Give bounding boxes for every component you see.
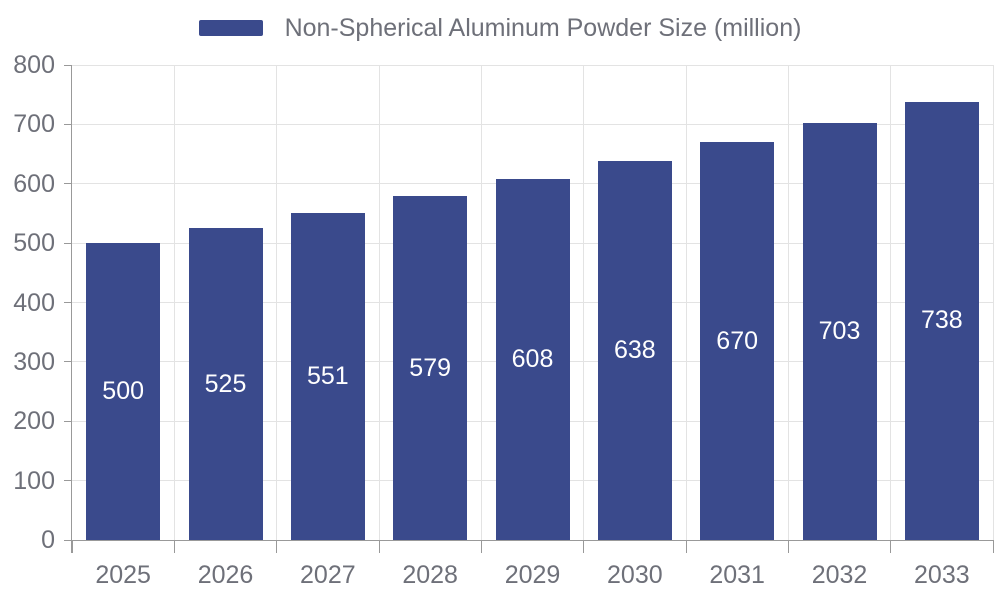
legend-label: Non-Spherical Aluminum Powder Size (mill… [284, 14, 802, 42]
y-tick-label: 600 [13, 169, 55, 198]
y-axis-tick [64, 480, 72, 482]
x-gridline [992, 65, 994, 540]
bar-value-label: 608 [511, 345, 554, 373]
y-axis-tick [64, 242, 72, 244]
bar-value-label: 500 [102, 377, 145, 406]
x-axis-label: 2032 [811, 561, 868, 589]
bar[interactable]: 638 [597, 161, 672, 540]
bar[interactable]: 579 [393, 196, 468, 540]
x-axis-tick [992, 540, 994, 553]
bar-value-label: 738 [920, 306, 963, 335]
x-axis-label: 2030 [607, 561, 663, 589]
x-gridline [583, 65, 585, 540]
x-axis-line [72, 539, 993, 541]
y-tick-label: 800 [13, 51, 55, 79]
bar[interactable]: 525 [188, 228, 263, 540]
x-axis-tick [685, 540, 687, 553]
legend-item[interactable]: Non-Spherical Aluminum Powder Size (mill… [0, 11, 1000, 45]
y-axis-line [71, 65, 72, 553]
bar[interactable]: 738 [904, 101, 979, 540]
y-axis-tick [64, 302, 72, 303]
x-axis-tick [71, 540, 73, 553]
x-gridline [480, 65, 482, 540]
x-gridline [173, 65, 175, 540]
y-axis-tick [64, 183, 72, 185]
x-axis-label: 2027 [300, 561, 356, 589]
bar-value-label: 638 [613, 336, 656, 365]
x-axis-tick [583, 540, 585, 553]
x-axis-label: 2033 [914, 561, 970, 589]
y-axis-tick [64, 361, 72, 363]
x-axis-label: 2026 [197, 561, 254, 589]
x-axis-label: 2028 [402, 561, 458, 589]
x-axis-label: 2025 [95, 561, 151, 589]
x-axis-tick [378, 540, 380, 553]
y-axis-tick [64, 64, 72, 66]
x-axis-tick [173, 540, 175, 553]
y-tick-label: 300 [13, 347, 55, 376]
x-axis-tick [890, 540, 892, 553]
legend-swatch-icon [198, 20, 263, 36]
bar-value-label: 525 [204, 369, 247, 398]
y-tick-label: 400 [13, 288, 55, 317]
x-gridline [378, 65, 380, 540]
bar-value-label: 670 [716, 326, 759, 355]
x-axis-label: 2029 [504, 561, 561, 589]
x-gridline [685, 65, 687, 540]
y-gridline [72, 64, 993, 66]
bar-value-label: 579 [409, 353, 452, 382]
bar[interactable]: 670 [700, 142, 775, 540]
bar-value-label: 551 [306, 361, 349, 390]
bar-value-label: 703 [818, 316, 861, 345]
x-axis-tick [276, 540, 278, 553]
y-tick-label: 200 [13, 407, 55, 436]
y-gridline [72, 123, 993, 125]
x-gridline [890, 65, 892, 540]
x-gridline [276, 65, 278, 540]
y-tick-label: 100 [13, 466, 55, 495]
bar[interactable]: 703 [802, 122, 877, 540]
y-axis-tick [64, 123, 72, 125]
x-gridline [787, 65, 789, 540]
y-axis-tick [64, 539, 72, 541]
bar[interactable]: 551 [290, 212, 365, 540]
bar[interactable]: 500 [86, 243, 161, 540]
bar[interactable]: 608 [495, 179, 570, 540]
y-tick-label: 0 [41, 526, 55, 554]
x-axis-tick [480, 540, 482, 553]
y-tick-label: 700 [13, 110, 55, 139]
x-axis-tick [787, 540, 789, 553]
x-axis-label: 2031 [709, 561, 765, 589]
y-tick-label: 500 [13, 229, 55, 258]
y-axis-tick [64, 420, 72, 422]
